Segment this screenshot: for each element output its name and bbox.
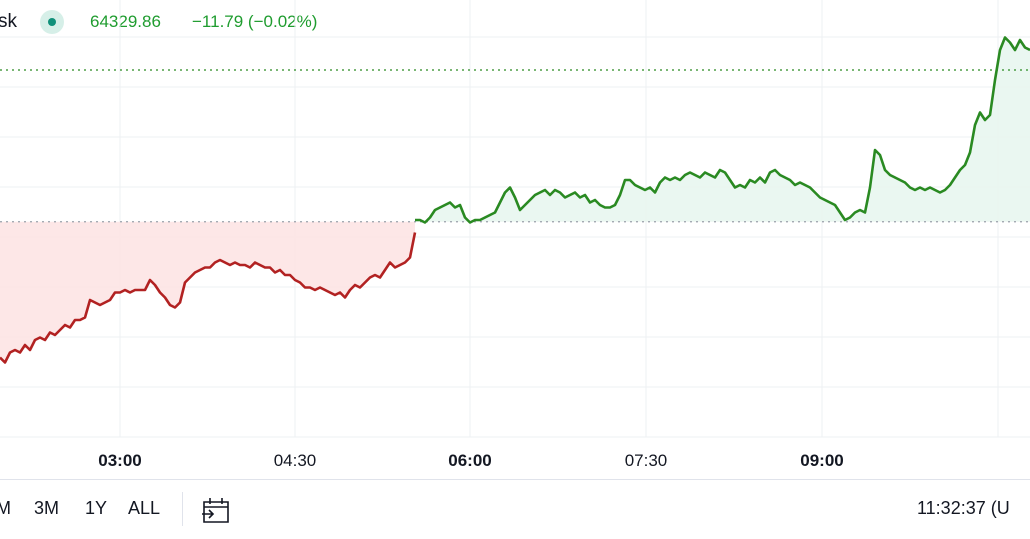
range-button-3m[interactable]: 3M <box>34 498 60 518</box>
chart-legend: sk 64329.86 −11.79 (−0.02%) <box>0 0 1030 44</box>
range-button-1y[interactable]: 1Y <box>85 498 108 518</box>
time-tick-label: 06:00 <box>448 451 491 470</box>
down-area-fill <box>0 221 415 363</box>
symbol-name[interactable]: sk <box>0 11 17 32</box>
time-tick-label: 09:00 <box>800 451 843 470</box>
range-button-all[interactable]: ALL <box>128 498 161 518</box>
price-chart[interactable]: 03:00 04:30 06:00 07:30 09:00 <box>0 0 1030 480</box>
time-axis-separator <box>0 479 1030 480</box>
time-tick-label: 07:30 <box>625 451 668 470</box>
series-line-down <box>0 232 417 364</box>
market-status-icon <box>40 10 64 34</box>
range-button-m[interactable]: M <box>0 498 11 518</box>
up-area-fill <box>415 37 1030 223</box>
time-tick-label: 04:30 <box>274 451 317 470</box>
clock-timezone[interactable]: 11:32:37 (U <box>917 498 1010 518</box>
price-change: −11.79 (−0.02%) <box>192 12 318 31</box>
series-line-up <box>415 36 1030 224</box>
calendar-goto-icon[interactable] <box>199 493 233 527</box>
toolbar-divider <box>182 492 183 526</box>
bottom-toolbar: M 3M 1Y ALL 11:32:37 (U <box>0 488 1030 532</box>
time-tick-label: 03:00 <box>98 451 141 470</box>
last-price: 64329.86 <box>90 12 161 31</box>
